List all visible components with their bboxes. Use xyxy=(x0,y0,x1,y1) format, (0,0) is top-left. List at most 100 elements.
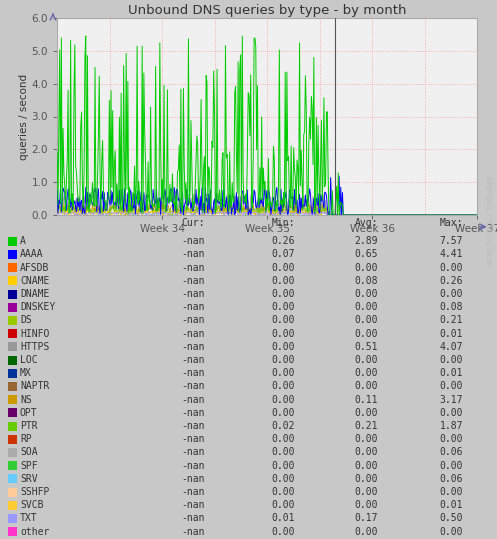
Text: 0.00: 0.00 xyxy=(271,527,295,537)
Text: 0.00: 0.00 xyxy=(271,395,295,405)
Text: 0.00: 0.00 xyxy=(271,447,295,458)
Text: 0.00: 0.00 xyxy=(271,262,295,273)
Text: -nan: -nan xyxy=(181,434,205,444)
Text: RRDTOOL / TOBI OETIKER: RRDTOOL / TOBI OETIKER xyxy=(485,176,491,266)
Text: 0.00: 0.00 xyxy=(354,289,378,299)
Text: 0.00: 0.00 xyxy=(271,289,295,299)
Text: -nan: -nan xyxy=(181,514,205,523)
Text: 0.00: 0.00 xyxy=(354,487,378,497)
Text: 0.01: 0.01 xyxy=(439,368,463,378)
Text: 0.00: 0.00 xyxy=(271,355,295,365)
Text: PTR: PTR xyxy=(20,421,38,431)
Text: 0.00: 0.00 xyxy=(354,262,378,273)
Text: 3.17: 3.17 xyxy=(439,395,463,405)
Text: 0.00: 0.00 xyxy=(271,342,295,352)
Text: 4.07: 4.07 xyxy=(439,342,463,352)
Text: 0.07: 0.07 xyxy=(271,250,295,259)
Y-axis label: queries / second: queries / second xyxy=(19,73,29,160)
Text: 0.51: 0.51 xyxy=(354,342,378,352)
Text: 0.08: 0.08 xyxy=(354,276,378,286)
Text: -nan: -nan xyxy=(181,262,205,273)
Text: other: other xyxy=(20,527,49,537)
Text: 0.00: 0.00 xyxy=(354,500,378,510)
Text: 0.00: 0.00 xyxy=(354,368,378,378)
Text: 0.00: 0.00 xyxy=(354,461,378,471)
Text: CNAME: CNAME xyxy=(20,276,49,286)
Text: 0.00: 0.00 xyxy=(354,302,378,312)
Text: -nan: -nan xyxy=(181,474,205,484)
Text: 0.26: 0.26 xyxy=(439,276,463,286)
Text: 0.00: 0.00 xyxy=(354,382,378,391)
Text: 0.00: 0.00 xyxy=(354,315,378,326)
Text: DNAME: DNAME xyxy=(20,289,49,299)
Text: SVCB: SVCB xyxy=(20,500,44,510)
Text: -nan: -nan xyxy=(181,447,205,458)
Text: 0.00: 0.00 xyxy=(354,355,378,365)
Text: Max:: Max: xyxy=(439,218,463,228)
Text: 0.01: 0.01 xyxy=(271,514,295,523)
Text: -nan: -nan xyxy=(181,461,205,471)
Text: 0.00: 0.00 xyxy=(271,368,295,378)
Text: 0.00: 0.00 xyxy=(439,408,463,418)
Text: 0.00: 0.00 xyxy=(271,315,295,326)
Text: -nan: -nan xyxy=(181,250,205,259)
Text: 0.00: 0.00 xyxy=(271,408,295,418)
Text: 0.00: 0.00 xyxy=(439,289,463,299)
Text: TXT: TXT xyxy=(20,514,38,523)
Text: 0.00: 0.00 xyxy=(271,302,295,312)
Text: 1.87: 1.87 xyxy=(439,421,463,431)
Text: 0.00: 0.00 xyxy=(354,527,378,537)
Text: 0.11: 0.11 xyxy=(354,395,378,405)
Text: -nan: -nan xyxy=(181,368,205,378)
Text: 0.06: 0.06 xyxy=(439,447,463,458)
Text: SPF: SPF xyxy=(20,461,38,471)
Text: 0.00: 0.00 xyxy=(439,434,463,444)
Text: 0.00: 0.00 xyxy=(271,461,295,471)
Text: 0.00: 0.00 xyxy=(271,434,295,444)
Text: 0.00: 0.00 xyxy=(354,408,378,418)
Text: Cur:: Cur: xyxy=(181,218,205,228)
Text: 0.00: 0.00 xyxy=(439,487,463,497)
Text: SOA: SOA xyxy=(20,447,38,458)
Text: DNSKEY: DNSKEY xyxy=(20,302,55,312)
Text: -nan: -nan xyxy=(181,408,205,418)
Text: -nan: -nan xyxy=(181,315,205,326)
Text: -nan: -nan xyxy=(181,421,205,431)
Text: DS: DS xyxy=(20,315,32,326)
Text: -nan: -nan xyxy=(181,329,205,338)
Text: NS: NS xyxy=(20,395,32,405)
Text: 0.00: 0.00 xyxy=(271,474,295,484)
Text: 0.00: 0.00 xyxy=(271,382,295,391)
Text: SSHFP: SSHFP xyxy=(20,487,49,497)
Text: 0.00: 0.00 xyxy=(354,434,378,444)
Text: Min:: Min: xyxy=(271,218,295,228)
Text: Avg:: Avg: xyxy=(354,218,378,228)
Text: 0.00: 0.00 xyxy=(439,461,463,471)
Text: 0.00: 0.00 xyxy=(271,487,295,497)
Text: 0.06: 0.06 xyxy=(439,474,463,484)
Text: LOC: LOC xyxy=(20,355,38,365)
Text: 0.26: 0.26 xyxy=(271,236,295,246)
Text: 0.00: 0.00 xyxy=(354,474,378,484)
Text: 0.21: 0.21 xyxy=(354,421,378,431)
Text: -nan: -nan xyxy=(181,236,205,246)
Text: 0.00: 0.00 xyxy=(354,447,378,458)
Text: 0.17: 0.17 xyxy=(354,514,378,523)
Text: -nan: -nan xyxy=(181,487,205,497)
Text: A: A xyxy=(20,236,26,246)
Text: -nan: -nan xyxy=(181,289,205,299)
Text: OPT: OPT xyxy=(20,408,38,418)
Text: 0.00: 0.00 xyxy=(271,276,295,286)
Text: 0.00: 0.00 xyxy=(439,382,463,391)
Text: -nan: -nan xyxy=(181,382,205,391)
Text: 0.00: 0.00 xyxy=(271,500,295,510)
Text: RP: RP xyxy=(20,434,32,444)
Text: 0.01: 0.01 xyxy=(439,500,463,510)
Text: 0.00: 0.00 xyxy=(439,355,463,365)
Text: 0.50: 0.50 xyxy=(439,514,463,523)
Text: 0.00: 0.00 xyxy=(354,329,378,338)
Text: -nan: -nan xyxy=(181,527,205,537)
Text: 7.57: 7.57 xyxy=(439,236,463,246)
Text: NAPTR: NAPTR xyxy=(20,382,49,391)
Text: -nan: -nan xyxy=(181,302,205,312)
